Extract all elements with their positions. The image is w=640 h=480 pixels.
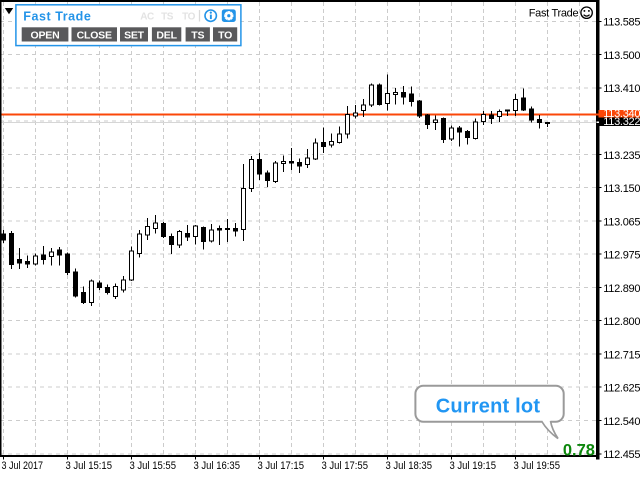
svg-text:3 Jul 17:15: 3 Jul 17:15 bbox=[258, 460, 305, 472]
svg-text:TS: TS bbox=[191, 30, 204, 42]
svg-text:3 Jul 16:35: 3 Jul 16:35 bbox=[194, 460, 241, 472]
svg-text:113.585: 113.585 bbox=[603, 17, 640, 29]
svg-text:3 Jul 17:55: 3 Jul 17:55 bbox=[322, 460, 369, 472]
svg-text:3 Jul 15:55: 3 Jul 15:55 bbox=[130, 460, 177, 472]
svg-text:113.150: 113.150 bbox=[603, 183, 640, 195]
svg-text:3 Jul 19:55: 3 Jul 19:55 bbox=[514, 460, 561, 472]
svg-text:3 Jul 19:15: 3 Jul 19:15 bbox=[450, 460, 497, 472]
svg-text:112.715: 112.715 bbox=[603, 349, 640, 361]
svg-text:TO: TO bbox=[218, 30, 232, 42]
svg-text:113.065: 113.065 bbox=[603, 216, 640, 228]
svg-text:CLOSE: CLOSE bbox=[77, 30, 112, 42]
svg-text:3 Jul 2017: 3 Jul 2017 bbox=[2, 460, 44, 472]
svg-text:112.625: 112.625 bbox=[603, 383, 640, 395]
svg-text:3 Jul 15:15: 3 Jul 15:15 bbox=[66, 460, 113, 472]
svg-text:Fast Trade: Fast Trade bbox=[529, 7, 579, 19]
svg-text:DEL: DEL bbox=[156, 30, 177, 42]
svg-text:113.340: 113.340 bbox=[603, 108, 640, 120]
svg-text:112.890: 112.890 bbox=[603, 283, 640, 295]
svg-text:113.322: 113.322 bbox=[603, 116, 640, 128]
svg-text:OPEN: OPEN bbox=[31, 30, 60, 42]
svg-text:113.235: 113.235 bbox=[603, 150, 640, 162]
svg-text:Fast Trade: Fast Trade bbox=[23, 9, 91, 23]
svg-text:AC: AC bbox=[140, 11, 154, 22]
svg-text:112.975: 112.975 bbox=[603, 250, 640, 262]
svg-text:3 Jul 18:35: 3 Jul 18:35 bbox=[386, 460, 433, 472]
svg-text:113.500: 113.500 bbox=[603, 50, 640, 62]
svg-text:SET: SET bbox=[124, 30, 145, 42]
svg-text:112.800: 112.800 bbox=[603, 316, 640, 328]
svg-text:112.455: 112.455 bbox=[603, 449, 640, 461]
svg-text:113.410: 113.410 bbox=[603, 83, 640, 95]
svg-text:Current lot: Current lot bbox=[436, 396, 541, 418]
svg-text:0.78: 0.78 bbox=[563, 441, 595, 459]
svg-text:TO: TO bbox=[182, 11, 195, 22]
svg-text:TS: TS bbox=[161, 11, 174, 22]
svg-text:112.540: 112.540 bbox=[603, 416, 640, 428]
